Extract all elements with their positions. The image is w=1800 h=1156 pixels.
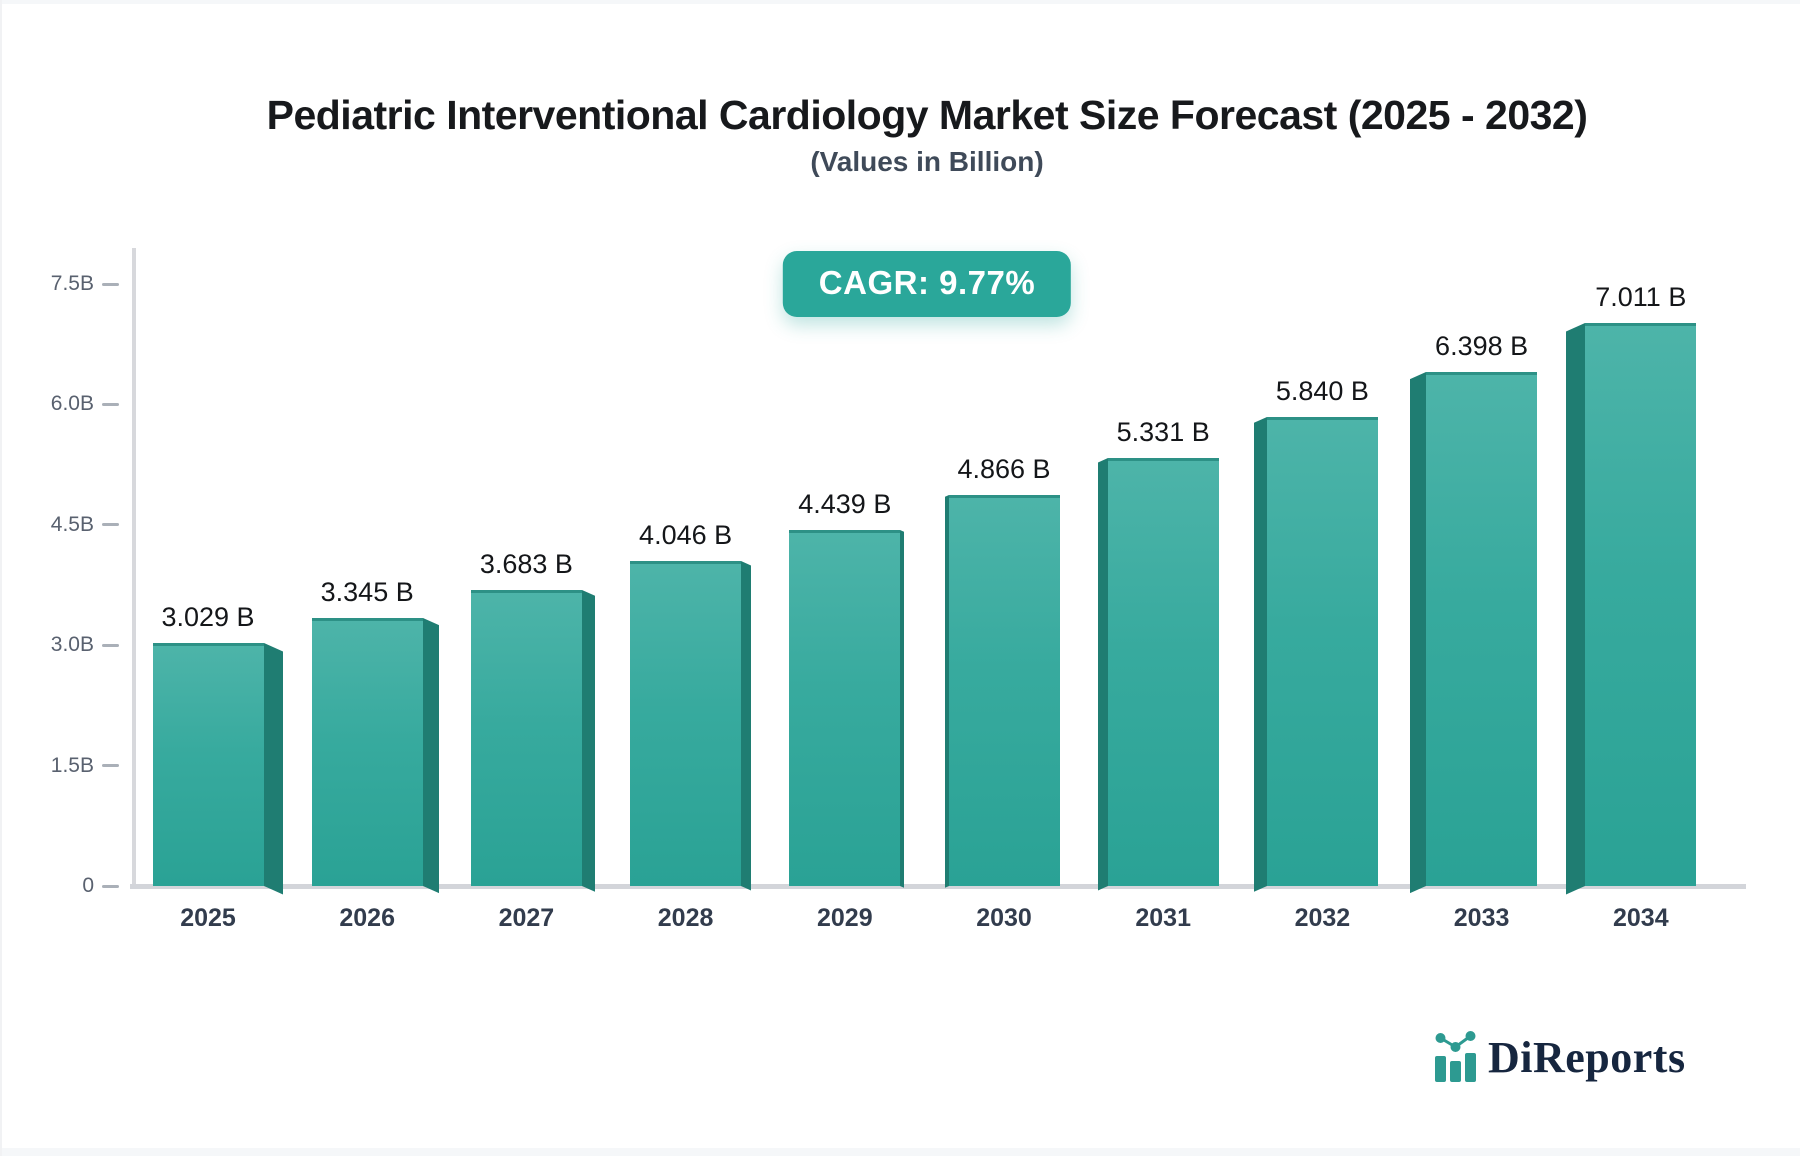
bar-side-face-2025 [263,643,283,895]
y-axis-tick [102,884,119,888]
bar-value-label-2029: 4.439 B [798,489,892,519]
y-axis-tick [102,643,119,647]
brand-name: DiReports [1488,1033,1686,1082]
chart-title: Pediatric Interventional Cardiology Mark… [266,92,1588,138]
bar-side-face-2028 [741,561,752,891]
bar-value-label-2032: 5.840 B [1275,376,1369,406]
chart-subtitle: (Values in Billion) [810,146,1044,177]
x-axis-label-2033: 2033 [1453,904,1510,932]
bar-2031 [1107,458,1219,886]
x-axis-label-2028: 2028 [657,904,714,932]
x-axis-label-2029: 2029 [816,904,873,932]
bar-value-label-2027: 3.683 B [479,549,573,579]
bar-value-label-2033: 6.398 B [1435,331,1529,361]
bar-2026 [311,618,423,886]
y-axis-tick-label: 0 [82,874,94,897]
y-axis-line [132,248,136,889]
cagr-badge: CAGR: 9.77% [782,251,1072,317]
bar-2033 [1426,372,1538,886]
y-axis-tick-label: 4.5B [50,512,94,536]
bar-2025 [152,643,264,886]
bar-2032 [1266,417,1378,886]
y-axis-tick [102,282,119,286]
x-axis-label-2030: 2030 [976,904,1032,932]
top-edge-strip [2,0,1800,4]
bottom-edge-strip [2,1148,1800,1156]
mini-bar-chart-icon [1435,1031,1476,1082]
bar-side-face-2026 [422,618,439,894]
brand-logo: DiReports [1432,1028,1686,1086]
y-axis-tick-label: 3.0B [50,633,94,657]
bar-value-label-2030: 4.866 B [957,454,1051,484]
y-axis-tick [102,523,119,527]
bar-2034 [1585,323,1697,886]
bar-side-face-2033 [1410,372,1427,894]
x-axis-label-2031: 2031 [1135,904,1191,932]
bar-value-label-2026: 3.345 B [320,577,414,607]
bar-2027 [470,590,582,886]
bar-2029 [789,530,901,886]
bar-value-label-2025: 3.029 B [161,602,255,632]
bar-side-face-2031 [1097,458,1108,891]
bar-side-face-2029 [900,530,905,888]
bar-side-face-2027 [581,590,595,892]
x-axis-label-2027: 2027 [498,904,555,932]
x-axis-label-2032: 2032 [1294,904,1351,932]
bar-side-face-2032 [1253,417,1267,892]
bar-value-label-2028: 4.046 B [639,520,733,550]
x-axis-label-2026: 2026 [339,904,395,932]
bar-2028 [630,561,742,886]
bar-value-label-2031: 5.331 B [1116,417,1210,447]
x-axis-baseline [130,884,1746,889]
y-axis-tick [102,764,119,768]
bar-value-label-2034: 7.011 B [1595,282,1687,312]
bar-side-face-2034 [1566,323,1586,895]
bar-2030 [948,495,1060,886]
x-axis-label-2034: 2034 [1612,904,1669,932]
x-axis-label-2025: 2025 [180,904,236,932]
y-axis-tick-label: 6.0B [50,392,94,416]
y-axis-tick [102,402,119,406]
y-axis-tick-label: 7.5B [50,272,94,295]
y-axis-tick-label: 1.5B [50,753,94,777]
